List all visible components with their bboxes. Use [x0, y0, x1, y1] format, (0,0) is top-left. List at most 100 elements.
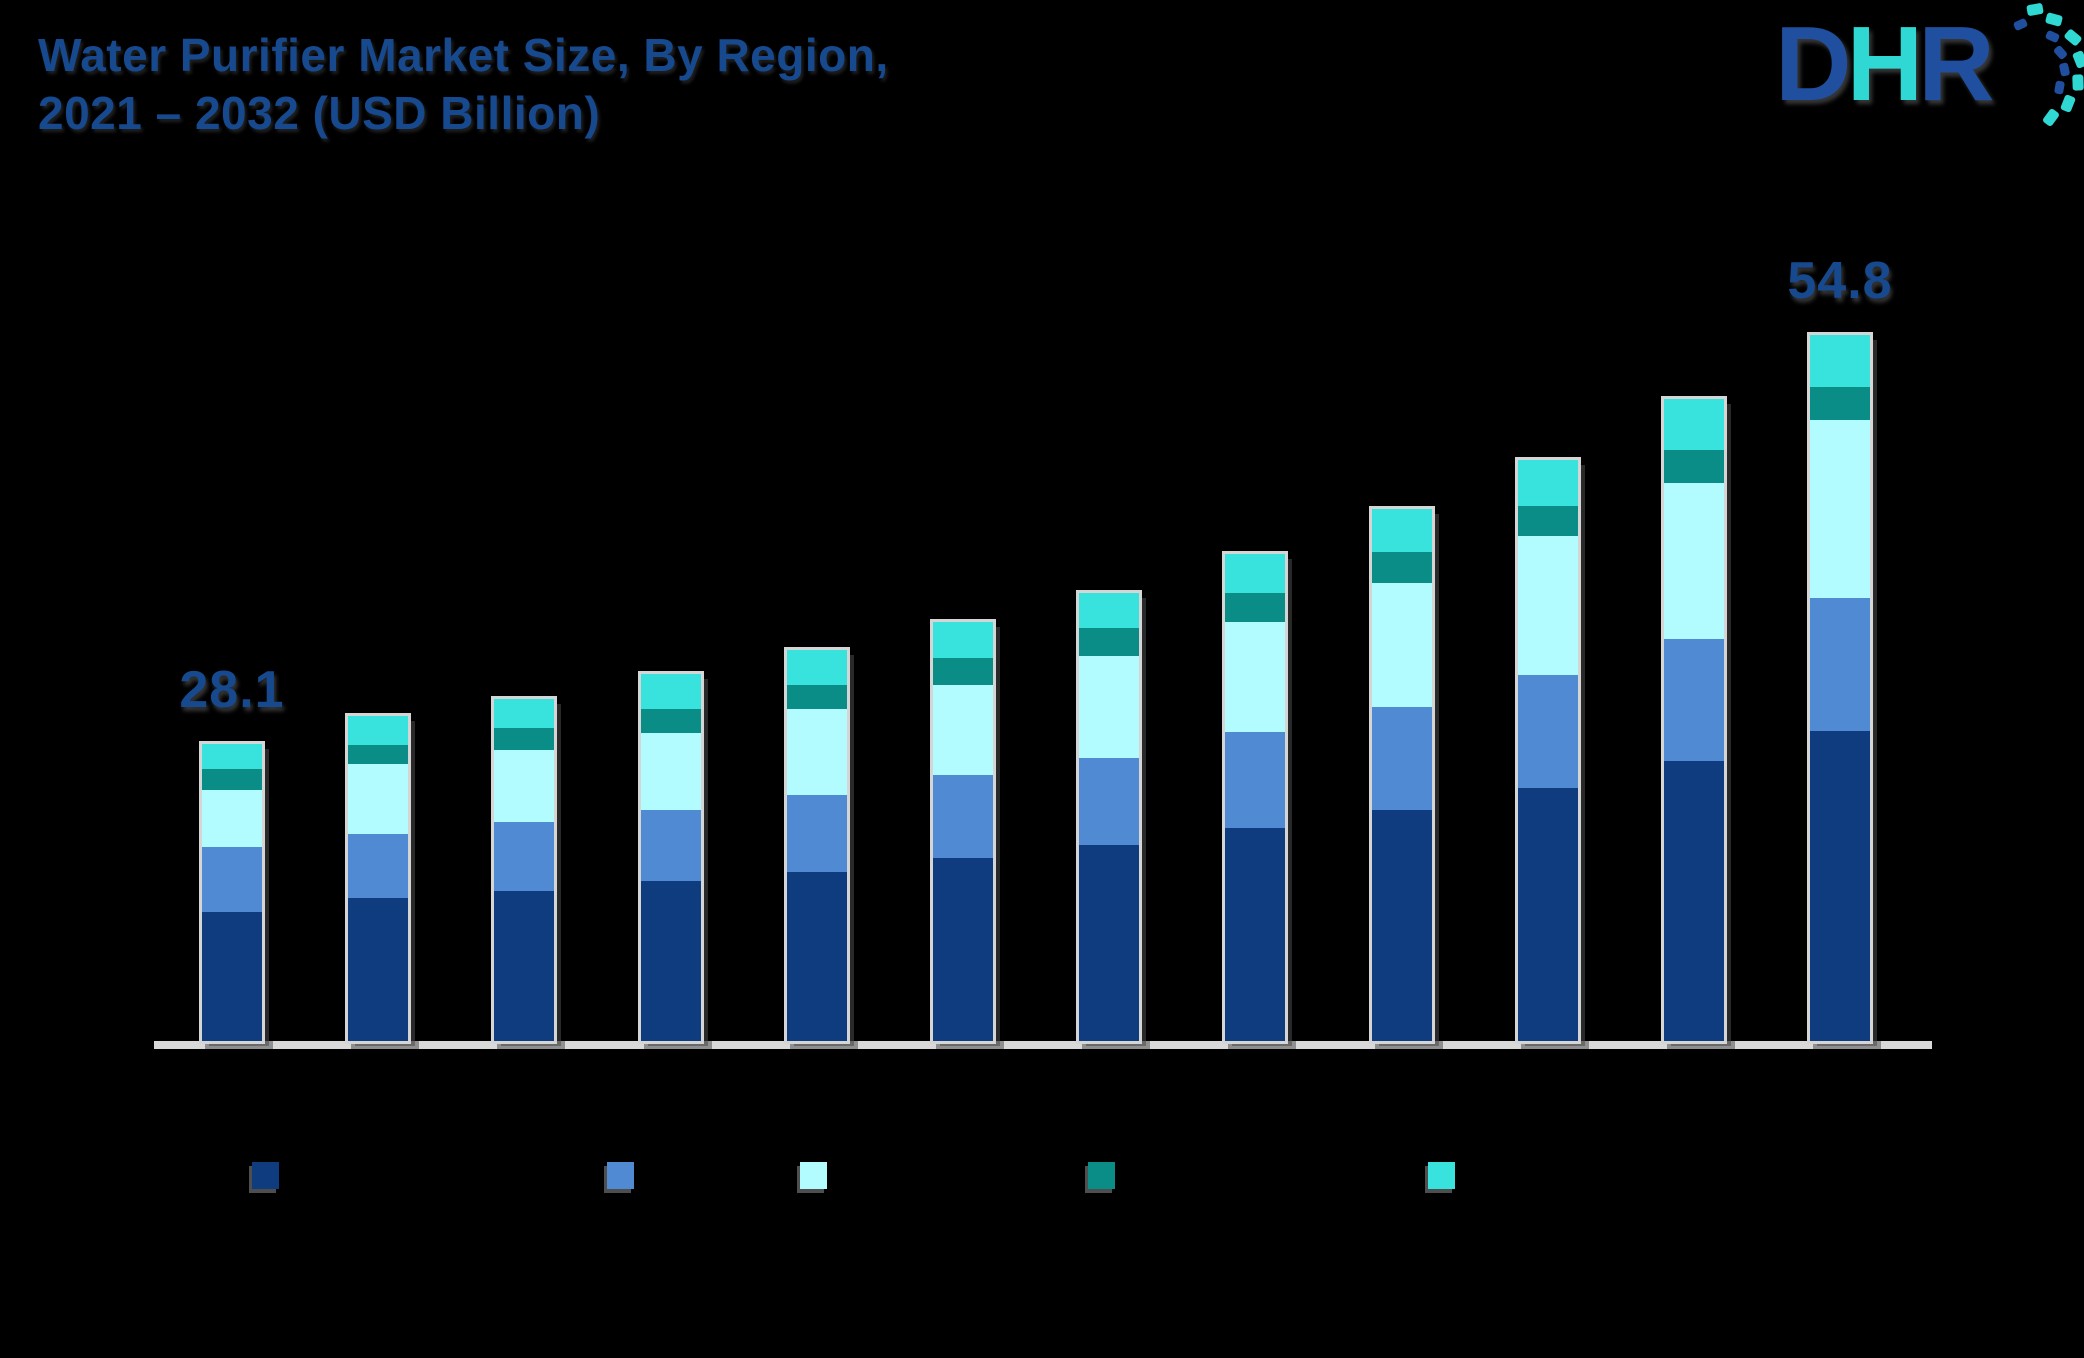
- bar-segment-teal: [787, 685, 847, 709]
- bar-segment-dark-navy: [1664, 761, 1724, 1041]
- legend-swatch-pale-cyan: [800, 1162, 827, 1189]
- bar-segment-turquoise: [1079, 593, 1139, 628]
- bar-segment-pale-cyan: [1372, 583, 1432, 707]
- bar-segment-cornflower-blue: [494, 822, 554, 891]
- bar-segment-pale-cyan: [202, 790, 262, 847]
- bar-shadow-2024: [644, 1041, 712, 1049]
- bar-segment-turquoise: [348, 716, 408, 745]
- logo-burst-dot: [2058, 62, 2071, 77]
- logo-letter-r: R: [1918, 5, 1995, 123]
- bar-shadow-2026: [936, 1041, 1004, 1049]
- logo-burst-dot: [2072, 74, 2084, 91]
- bar-shadow-2022: [351, 1041, 419, 1049]
- logo-burst-dot: [2012, 17, 2029, 32]
- bar-shadow-2029: [1375, 1041, 1443, 1049]
- bar-segment-dark-navy: [202, 912, 262, 1041]
- bar-segment-teal: [1810, 387, 1870, 420]
- bar-segment-cornflower-blue: [641, 810, 701, 881]
- bar-shadow-2021: [205, 1041, 273, 1049]
- legend-swatch-cornflower-blue: [607, 1162, 634, 1189]
- logo-burst-dot: [2026, 2, 2044, 17]
- stacked-bar-2021: [202, 744, 262, 1041]
- logo-burst-dot: [2044, 12, 2064, 27]
- bar-segment-teal: [1225, 593, 1285, 622]
- bar-total-label-2032: 54.8: [1787, 252, 1893, 310]
- bar-segment-turquoise: [641, 674, 701, 709]
- bar-segment-dark-navy: [933, 858, 993, 1041]
- bar-segment-pale-cyan: [1518, 536, 1578, 675]
- bar-segment-pale-cyan: [933, 685, 993, 775]
- bar-segment-pale-cyan: [348, 764, 408, 834]
- chart-title: Water Purifier Market Size, By Region, 2…: [38, 26, 889, 142]
- bar-segment-cornflower-blue: [1810, 598, 1870, 731]
- stacked-bar-2028: [1225, 554, 1285, 1041]
- bar-shadow-2027: [1082, 1041, 1150, 1049]
- bar-segment-teal: [1664, 450, 1724, 483]
- stacked-bar-2024: [641, 674, 701, 1041]
- bar-segment-pale-cyan: [641, 733, 701, 810]
- bar-segment-cornflower-blue: [1664, 639, 1724, 761]
- bar-segment-dark-navy: [348, 898, 408, 1041]
- bar-segment-cornflower-blue: [348, 834, 408, 898]
- dhr-logo-letters: DHR: [1775, 5, 1995, 123]
- bar-segment-dark-navy: [641, 881, 701, 1041]
- stacked-bar-2022: [348, 716, 408, 1041]
- legend-swatch-teal: [1088, 1162, 1115, 1189]
- bar-segment-teal: [348, 745, 408, 764]
- bar-segment-cornflower-blue: [787, 795, 847, 872]
- logo-burst-dot: [2041, 107, 2061, 128]
- bar-segment-cornflower-blue: [1518, 675, 1578, 788]
- bar-shadow-2025: [790, 1041, 858, 1049]
- bar-segment-dark-navy: [1518, 788, 1578, 1041]
- logo-letter-h: H: [1846, 5, 1924, 123]
- stacked-bar-2032: [1810, 335, 1870, 1041]
- bar-segment-pale-cyan: [787, 709, 847, 795]
- bar-shadow-2030: [1521, 1041, 1589, 1049]
- logo-burst-dot: [2053, 80, 2066, 95]
- logo-burst-dot: [2071, 50, 2084, 69]
- bar-segment-pale-cyan: [1079, 656, 1139, 758]
- bar-segment-turquoise: [933, 622, 993, 658]
- x-axis-line: [154, 1041, 1932, 1049]
- bar-segment-turquoise: [1518, 460, 1578, 506]
- bar-segment-pale-cyan: [1225, 622, 1285, 732]
- bar-total-label-2021: 28.1: [179, 661, 285, 719]
- stacked-bar-2023: [494, 699, 554, 1041]
- stacked-bar-2030: [1518, 460, 1578, 1041]
- bar-segment-teal: [641, 709, 701, 733]
- bar-segment-dark-navy: [494, 891, 554, 1041]
- bar-segment-teal: [933, 658, 993, 685]
- bar-segment-pale-cyan: [1810, 420, 1870, 598]
- logo-burst-dot: [2044, 29, 2061, 44]
- chart-title-line2: 2021 – 2032 (USD Billion): [38, 87, 601, 139]
- bar-shadow-2023: [497, 1041, 565, 1049]
- bar-segment-teal: [1518, 506, 1578, 536]
- bar-segment-turquoise: [1810, 335, 1870, 387]
- bar-segment-cornflower-blue: [933, 775, 993, 858]
- stacked-bar-2029: [1372, 509, 1432, 1041]
- logo-burst-dot: [2052, 44, 2069, 61]
- bar-segment-turquoise: [202, 744, 262, 769]
- bar-shadow-2028: [1228, 1041, 1296, 1049]
- bar-segment-teal: [1372, 552, 1432, 583]
- bar-segment-teal: [202, 769, 262, 790]
- bar-segment-turquoise: [1664, 399, 1724, 450]
- bar-segment-teal: [494, 728, 554, 750]
- bar-segment-turquoise: [1372, 509, 1432, 552]
- bar-segment-dark-navy: [1810, 731, 1870, 1041]
- dhr-logo: DHR: [1775, 2, 2084, 138]
- logo-letter-d: D: [1775, 5, 1852, 123]
- chart-title-line1: Water Purifier Market Size, By Region,: [38, 29, 889, 81]
- bar-segment-dark-navy: [1225, 828, 1285, 1041]
- bar-shadow-2032: [1813, 1041, 1881, 1049]
- stacked-bar-2025: [787, 650, 847, 1041]
- bar-segment-pale-cyan: [494, 750, 554, 822]
- legend-swatch-turquoise: [1428, 1162, 1455, 1189]
- bar-segment-dark-navy: [787, 872, 847, 1041]
- bar-segment-turquoise: [1225, 554, 1285, 593]
- bar-segment-dark-navy: [1372, 810, 1432, 1041]
- legend-swatch-dark-navy: [252, 1162, 279, 1189]
- bar-segment-pale-cyan: [1664, 483, 1724, 639]
- bar-segment-cornflower-blue: [1372, 707, 1432, 810]
